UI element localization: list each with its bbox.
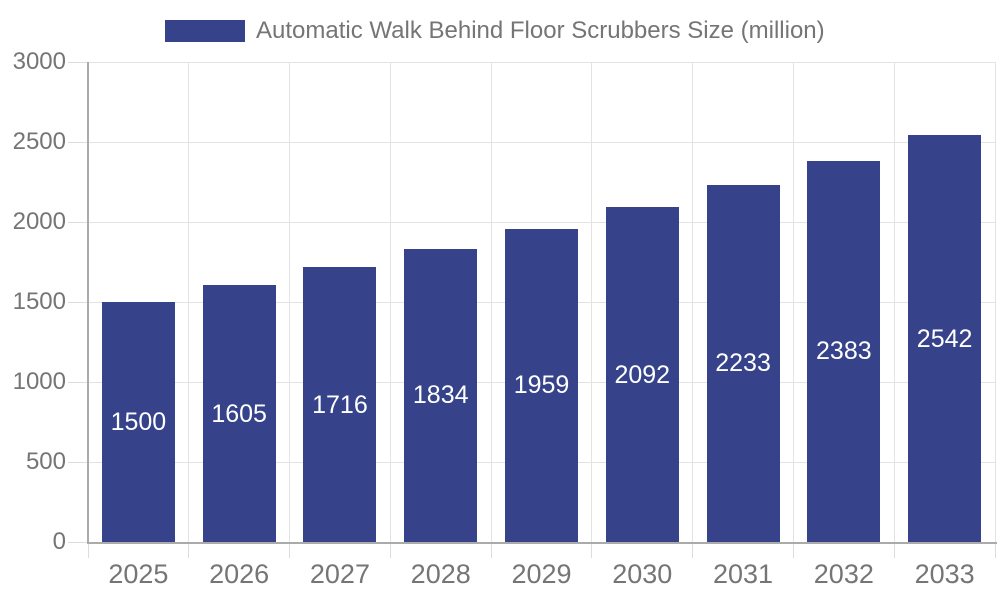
bar-2033[interactable]: [908, 135, 982, 542]
x-axis-tick: [591, 544, 593, 558]
x-axis-tick: [188, 544, 190, 558]
legend-label: Automatic Walk Behind Floor Scrubbers Si…: [256, 17, 825, 44]
y-tick-label: 500: [25, 448, 66, 475]
y-tick-label: 2500: [12, 128, 66, 155]
legend-item[interactable]: Automatic Walk Behind Floor Scrubbers Si…: [165, 17, 825, 45]
gridline-vertical: [389, 62, 391, 542]
bar-value-label: 2383: [816, 337, 872, 366]
bar-2032[interactable]: [807, 160, 881, 542]
bar-value-label: 2233: [715, 349, 771, 378]
y-tick-label: 2000: [12, 208, 66, 235]
y-tick-label: 1500: [12, 288, 66, 315]
x-axis-tick: [490, 544, 492, 558]
bar-value-label: 2542: [916, 324, 973, 353]
y-tick-label: 0: [52, 528, 66, 555]
x-tick-label: 2029: [511, 559, 572, 589]
y-tick-label: 1000: [12, 368, 66, 395]
bar-value-label: 1716: [312, 390, 368, 419]
bar-2026[interactable]: [202, 285, 276, 542]
x-tick-label: 2032: [813, 559, 874, 589]
bar-value-label: 1500: [110, 408, 167, 436]
y-axis-tick: [68, 461, 88, 463]
x-axis-tick: [792, 544, 794, 558]
bar-2031[interactable]: [706, 184, 780, 542]
bar-2029[interactable]: [505, 228, 578, 542]
gridline-horizontal: [88, 221, 995, 223]
x-axis-tick: [692, 544, 694, 558]
gridline-vertical: [289, 62, 291, 542]
gridline-vertical: [994, 62, 996, 542]
y-axis-tick: [68, 61, 88, 63]
gridline-vertical: [792, 62, 794, 542]
x-tick-label: 2030: [612, 559, 673, 589]
gridline-horizontal: [88, 141, 995, 143]
bar-value-label: 1834: [412, 381, 469, 410]
x-tick-label: 2031: [713, 559, 774, 589]
x-tick-label: 2026: [209, 559, 270, 589]
y-axis-tick: [68, 221, 88, 223]
x-tick-label: 2025: [108, 559, 169, 589]
x-tick-label: 2028: [410, 559, 471, 589]
y-axis-line: [87, 62, 89, 542]
gridline-vertical: [591, 62, 593, 542]
legend-swatch: [165, 20, 245, 42]
x-tick-label: 2033: [914, 559, 975, 589]
bar-value-label: 1959: [513, 371, 570, 400]
x-axis-tick: [87, 544, 89, 558]
gridline-vertical: [490, 62, 492, 542]
y-axis-tick: [68, 301, 88, 303]
x-axis-tick: [289, 544, 291, 558]
bar-value-label: 2092: [614, 360, 671, 389]
bar-2025[interactable]: [101, 302, 175, 542]
x-axis-line: [87, 542, 997, 544]
bar-2030[interactable]: [605, 207, 679, 542]
x-axis-tick: [893, 544, 895, 558]
bar-value-label: 1605: [211, 399, 267, 428]
y-axis-tick: [68, 541, 88, 543]
y-tick-label: 3000: [12, 48, 66, 75]
y-axis-tick: [68, 141, 88, 143]
bar-2027[interactable]: [303, 267, 377, 542]
x-tick-label: 2027: [309, 559, 370, 589]
bar-2028[interactable]: [404, 248, 478, 542]
gridline-horizontal: [88, 61, 995, 63]
gridline-vertical: [893, 62, 895, 542]
x-axis-tick: [994, 544, 996, 558]
gridline-vertical: [692, 62, 694, 542]
y-axis-tick: [68, 381, 88, 383]
x-axis-tick: [389, 544, 391, 558]
gridline-vertical: [188, 62, 190, 542]
